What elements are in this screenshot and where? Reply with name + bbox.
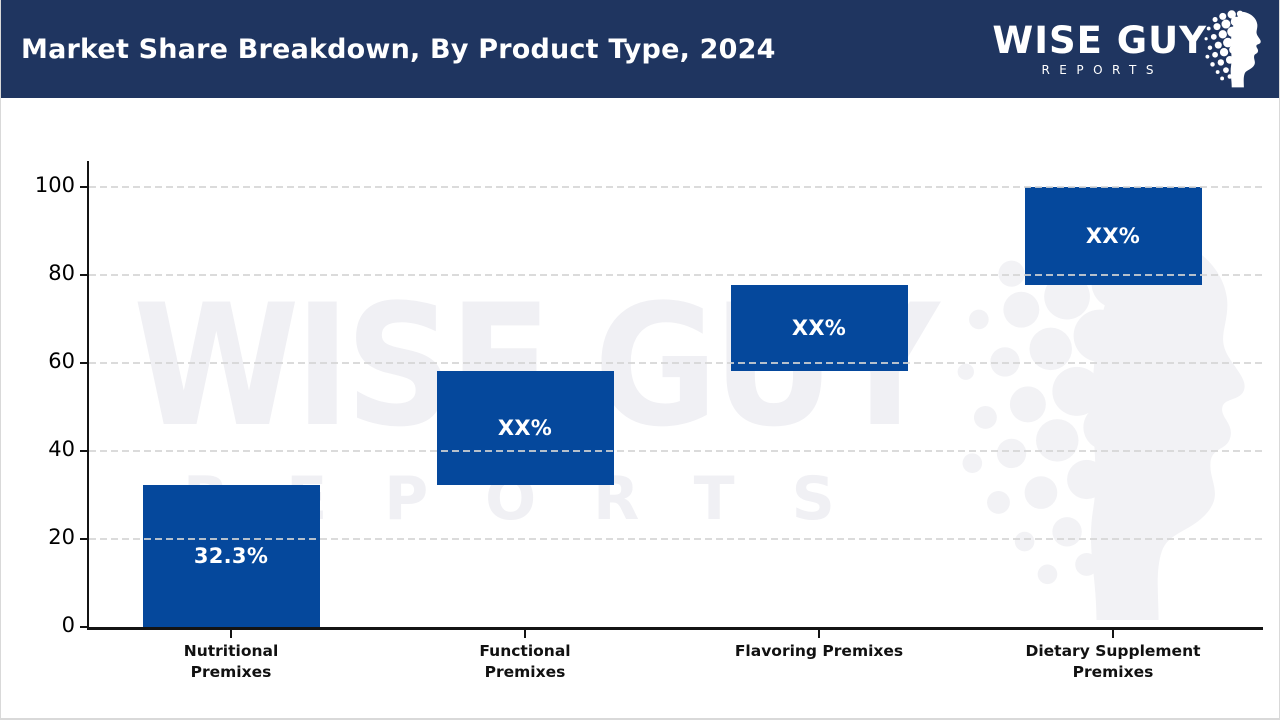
y-tick-label: 40 <box>48 437 75 461</box>
logo-subtext: REPORTS <box>1041 62 1163 77</box>
y-axis-line <box>87 161 89 629</box>
brand-logo-text: WISE GUY REPORTS <box>992 22 1207 77</box>
y-tick-label: 60 <box>48 349 75 373</box>
chart-title: Market Share Breakdown, By Product Type,… <box>21 33 776 65</box>
bar-value-label: XX% <box>497 415 553 440</box>
bar-segment: XX% <box>1024 187 1202 285</box>
x-category-label: Dietary Supplement Premixes <box>1025 642 1201 681</box>
gridline-60 <box>89 362 1263 364</box>
x-tick-mark <box>524 630 526 638</box>
y-tick-mark <box>80 186 88 188</box>
y-tick-mark <box>80 450 88 452</box>
bar-segment: XX% <box>436 370 614 485</box>
x-category-label: Nutritional Premixes <box>183 642 279 681</box>
gridline-40 <box>89 450 1263 452</box>
y-tick-mark <box>80 274 88 276</box>
y-tick-label: 100 <box>34 173 75 197</box>
y-tick-mark <box>80 362 88 364</box>
x-tick-mark <box>1112 630 1114 638</box>
x-tick-mark <box>818 630 820 638</box>
bar-segment: XX% <box>730 284 908 371</box>
logo-wordmark: WISE GUY <box>992 18 1207 62</box>
y-tick-mark <box>80 626 88 628</box>
gridline-20 <box>89 538 1263 540</box>
bar-value-label: 32.3% <box>193 543 269 568</box>
x-category-label: Functional Premixes <box>479 642 571 681</box>
gridline-100 <box>89 186 1263 188</box>
gridline-80 <box>89 274 1263 276</box>
y-tick-label: 0 <box>61 613 75 637</box>
y-tick-label: 80 <box>48 261 75 285</box>
bar-segment: 32.3% <box>142 484 320 627</box>
watermark-head-graphic <box>957 228 1245 620</box>
x-tick-mark <box>230 630 232 638</box>
brand-logo: WISE GUY REPORTS <box>992 5 1265 93</box>
x-category-label: Flavoring Premixes <box>734 642 904 660</box>
bar-value-label: XX% <box>1085 223 1141 248</box>
x-axis-line <box>87 627 1263 630</box>
y-tick-label: 20 <box>48 525 75 549</box>
y-tick-mark <box>80 538 88 540</box>
bar-value-label: XX% <box>791 315 847 340</box>
dotted-head-profile-icon <box>1204 10 1261 88</box>
header-bar: Market Share Breakdown, By Product Type,… <box>1 0 1279 98</box>
